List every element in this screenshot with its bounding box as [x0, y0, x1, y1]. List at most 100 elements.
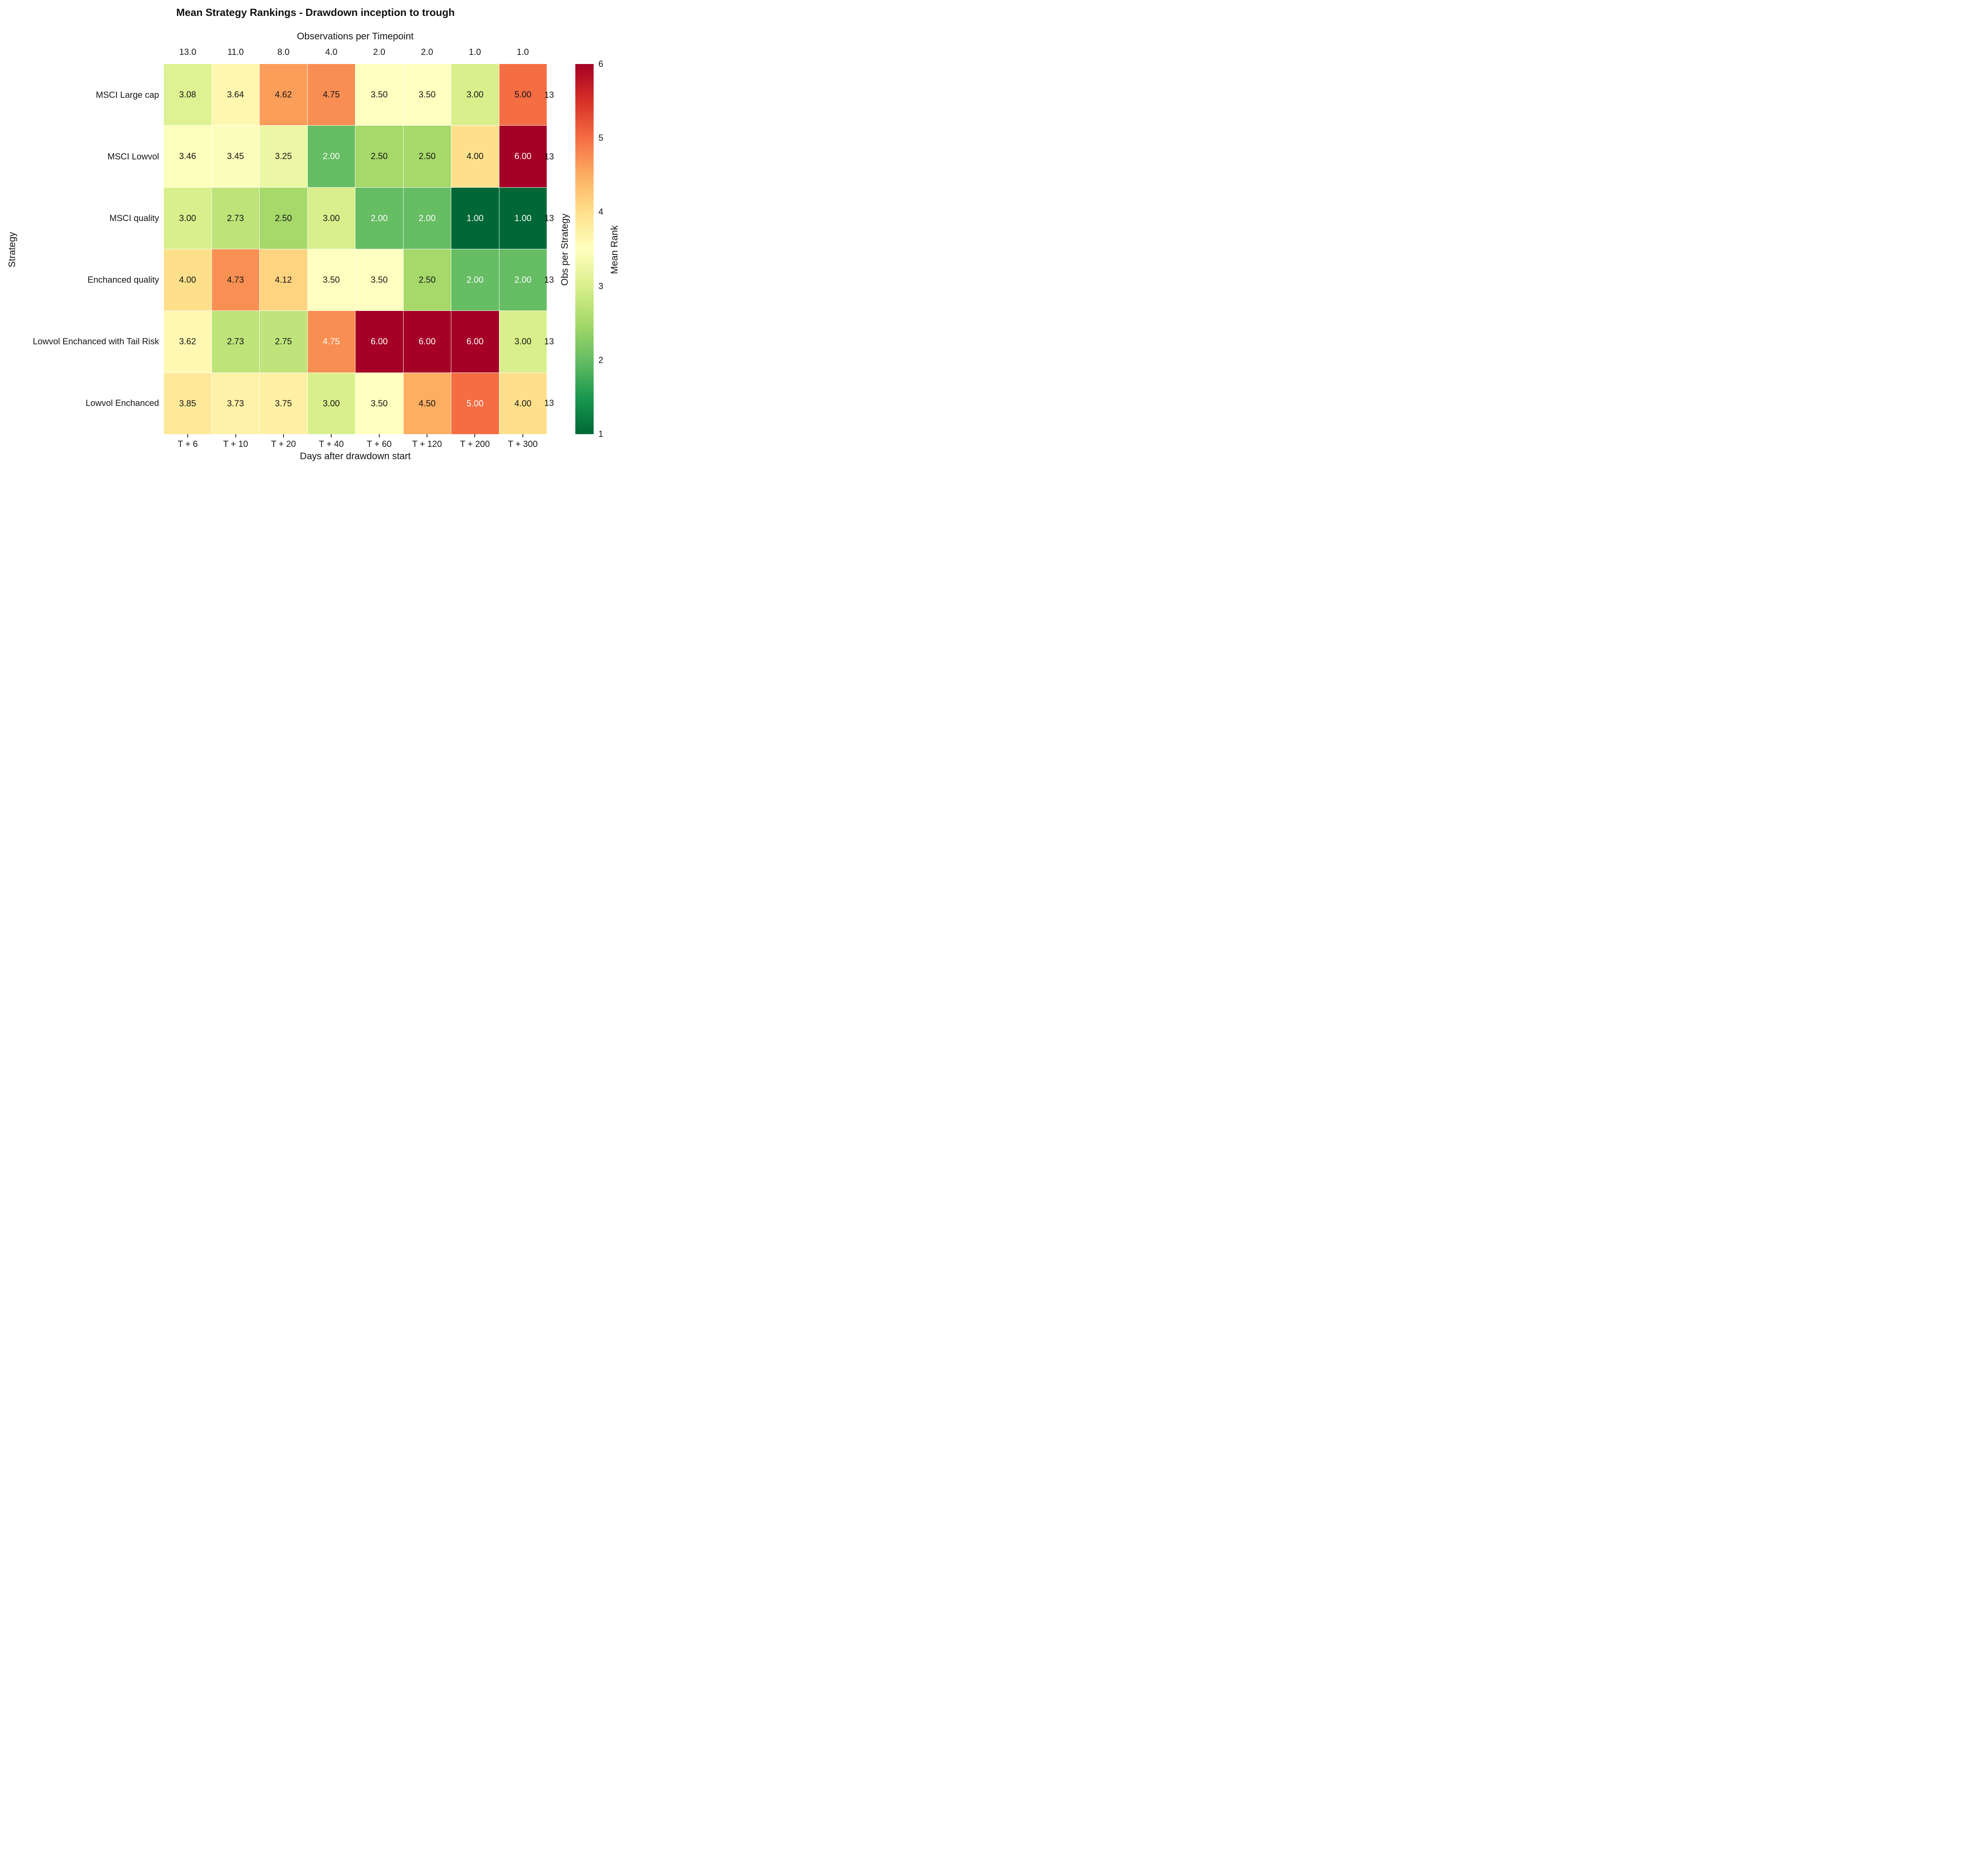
- heatmap-cell-value: 4.50: [418, 398, 436, 408]
- row-label: Lowvol Enchanced with Tail Risk: [33, 336, 159, 347]
- heatmap-cell: 4.00: [451, 126, 499, 187]
- heatmap-cell: 4.12: [260, 249, 307, 311]
- heatmap-cell-value: 2.73: [227, 213, 244, 223]
- chart-title: Mean Strategy Rankings - Drawdown incept…: [176, 6, 455, 18]
- x-tick-mark: [474, 434, 476, 437]
- heatmap-cell-value: 3.25: [275, 151, 292, 161]
- top-axis-tick: 2.0: [373, 47, 385, 57]
- heatmap-cell-value: 2.00: [371, 213, 388, 223]
- heatmap-cell-value: 3.00: [514, 336, 532, 347]
- row-label: MSCI quality: [109, 213, 159, 223]
- heatmap-cell: 3.45: [212, 126, 259, 187]
- heatmap-cell-value: 4.62: [275, 89, 292, 100]
- colorbar-tick: 6: [598, 59, 604, 69]
- colorbar-ticks: 6 5 4 3 2 1: [598, 59, 614, 439]
- heatmap-cell: 4.62: [260, 64, 307, 126]
- heatmap-cell: 2.00: [451, 249, 499, 311]
- heatmap-cell: 3.64: [212, 64, 259, 126]
- heatmap-cell-value: 3.00: [322, 213, 340, 223]
- heatmap-cell: 2.50: [355, 126, 403, 187]
- top-axis-tick: 8.0: [277, 47, 290, 57]
- heatmap-cell: 3.85: [164, 373, 212, 434]
- x-axis-ticks: T + 6 T + 10 T + 20 T + 40 T + 60 T + 120 T + …: [164, 434, 547, 458]
- heatmap-cell: 2.73: [212, 187, 259, 249]
- x-tick-mark: [187, 434, 188, 437]
- top-axis-tick: 2.0: [421, 47, 433, 57]
- heatmap-cell: 6.00: [451, 311, 499, 373]
- obs-count-label: 13: [544, 213, 554, 223]
- obs-count-label: 13: [544, 336, 554, 347]
- right-axis-label: Obs per Strategy: [559, 213, 570, 286]
- heatmap-cell: 6.00: [355, 311, 403, 373]
- x-axis-tick: T + 300: [508, 439, 538, 449]
- top-axis-tick: 13.0: [179, 47, 196, 57]
- heatmap-cell: 3.62: [164, 311, 212, 373]
- heatmap-cell-value: 3.50: [371, 398, 388, 408]
- heatmap-cell-value: 3.50: [322, 275, 340, 285]
- heatmap-cell-value: 4.73: [227, 275, 244, 285]
- heatmap-cell-value: 2.00: [418, 213, 436, 223]
- heatmap-figure: Mean Strategy Rankings - Drawdown incept…: [0, 0, 621, 467]
- colorbar-tick: 4: [598, 207, 604, 217]
- colorbar-tick: 5: [598, 133, 604, 143]
- x-tick-mark: [522, 434, 523, 437]
- heatmap-cell-value: 4.00: [514, 398, 532, 408]
- heatmap-cell-value: 2.00: [514, 275, 532, 285]
- heatmap-cell-value: 2.00: [322, 151, 340, 161]
- heatmap-cell-value: 3.08: [179, 89, 196, 100]
- heatmap-cell-value: 3.45: [227, 151, 244, 161]
- heatmap-cell-value: 3.00: [322, 398, 340, 408]
- heatmap-cell: 4.00: [164, 249, 212, 311]
- heatmap-cell: 3.50: [403, 64, 451, 126]
- heatmap-cell: 4.00: [499, 373, 547, 434]
- top-axis-tick: 4.0: [325, 47, 338, 57]
- row-label: Lowvol Enchanced: [85, 398, 159, 408]
- heatmap-cell: 3.00: [164, 187, 212, 249]
- heatmap-cell-value: 5.00: [514, 89, 532, 100]
- heatmap-cell: 3.00: [307, 373, 355, 434]
- colorbar-tick: 1: [598, 429, 604, 439]
- heatmap-cell-value: 4.75: [322, 336, 340, 347]
- heatmap-cell: 2.73: [212, 311, 259, 373]
- heatmap-cell-value: 3.50: [371, 275, 388, 285]
- heatmap-cell-value: 3.62: [179, 336, 196, 347]
- heatmap-cell: 2.00: [499, 249, 547, 311]
- heatmap-cell-value: 3.73: [227, 398, 244, 408]
- top-axis-tick: 1.0: [516, 47, 529, 57]
- obs-per-strategy-counts: 13 13 13 13 13 13: [540, 64, 558, 434]
- heatmap-cell: 2.00: [403, 187, 451, 249]
- heatmap-cell: 3.50: [355, 373, 403, 434]
- heatmap-cell: 2.75: [260, 311, 307, 373]
- heatmap-cell-value: 3.85: [179, 398, 196, 408]
- top-axis-tick: 11.0: [227, 47, 244, 57]
- heatmap-cell: 3.25: [260, 126, 307, 187]
- heatmap-cell-value: 2.50: [275, 213, 292, 223]
- heatmap-cell: 1.00: [451, 187, 499, 249]
- heatmap-cell: 6.00: [403, 311, 451, 373]
- x-axis-label: Days after drawdown start: [300, 451, 411, 462]
- heatmap-cell-value: 6.00: [371, 336, 388, 347]
- heatmap-cell: 3.46: [164, 126, 212, 187]
- heatmap-cell-value: 2.00: [466, 275, 484, 285]
- heatmap-cell-value: 5.00: [466, 398, 484, 408]
- heatmap-cell: 3.75: [260, 373, 307, 434]
- x-axis-tick: T + 60: [367, 439, 392, 449]
- heatmap-cell-value: 2.50: [418, 275, 436, 285]
- colorbar-tick: 2: [598, 355, 604, 365]
- heatmap-grid: 3.08 3.64 4.62 4.75 3.50 3.50 3.00 5.00 3.46 3.45…: [164, 64, 547, 434]
- x-tick-mark: [379, 434, 380, 437]
- heatmap-cell: 2.50: [403, 126, 451, 187]
- row-label: MSCI Large cap: [96, 89, 159, 100]
- colorbar-tick: 3: [598, 281, 604, 291]
- heatmap-cell: 2.00: [307, 126, 355, 187]
- heatmap-cell-value: 6.00: [466, 336, 484, 347]
- heatmap-cell-value: 3.00: [466, 89, 484, 100]
- heatmap-cell-value: 4.75: [322, 89, 340, 100]
- heatmap-cell-value: 1.00: [514, 213, 532, 223]
- heatmap-cell: 3.00: [451, 64, 499, 126]
- heatmap-cell: 2.50: [403, 249, 451, 311]
- heatmap-cell: 4.73: [212, 249, 259, 311]
- heatmap-cell: 6.00: [499, 126, 547, 187]
- heatmap-cell-value: 3.75: [275, 398, 292, 408]
- obs-count-label: 13: [544, 89, 554, 100]
